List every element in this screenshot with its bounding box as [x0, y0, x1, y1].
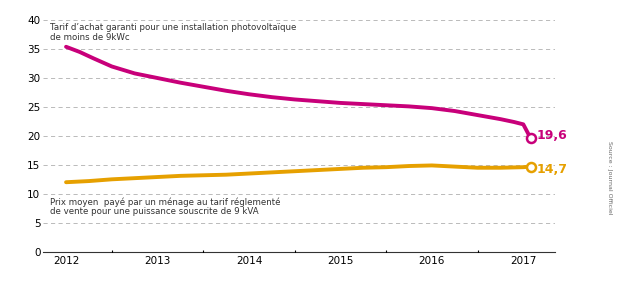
- Text: de vente pour une puissance souscrite de 9 kVA: de vente pour une puissance souscrite de…: [49, 207, 259, 216]
- Text: Source : Journal Officiel: Source : Journal Officiel: [607, 141, 612, 214]
- Text: Prix moyen  payé par un ménage au tarif réglementé: Prix moyen payé par un ménage au tarif r…: [49, 198, 280, 207]
- Text: de moins de 9kWc: de moins de 9kWc: [49, 33, 129, 42]
- Text: 19,6: 19,6: [536, 129, 567, 142]
- Text: Tarif d’achat garanti pour une installation photovoltaïque: Tarif d’achat garanti pour une installat…: [49, 23, 296, 32]
- Text: 14,7: 14,7: [536, 163, 567, 176]
